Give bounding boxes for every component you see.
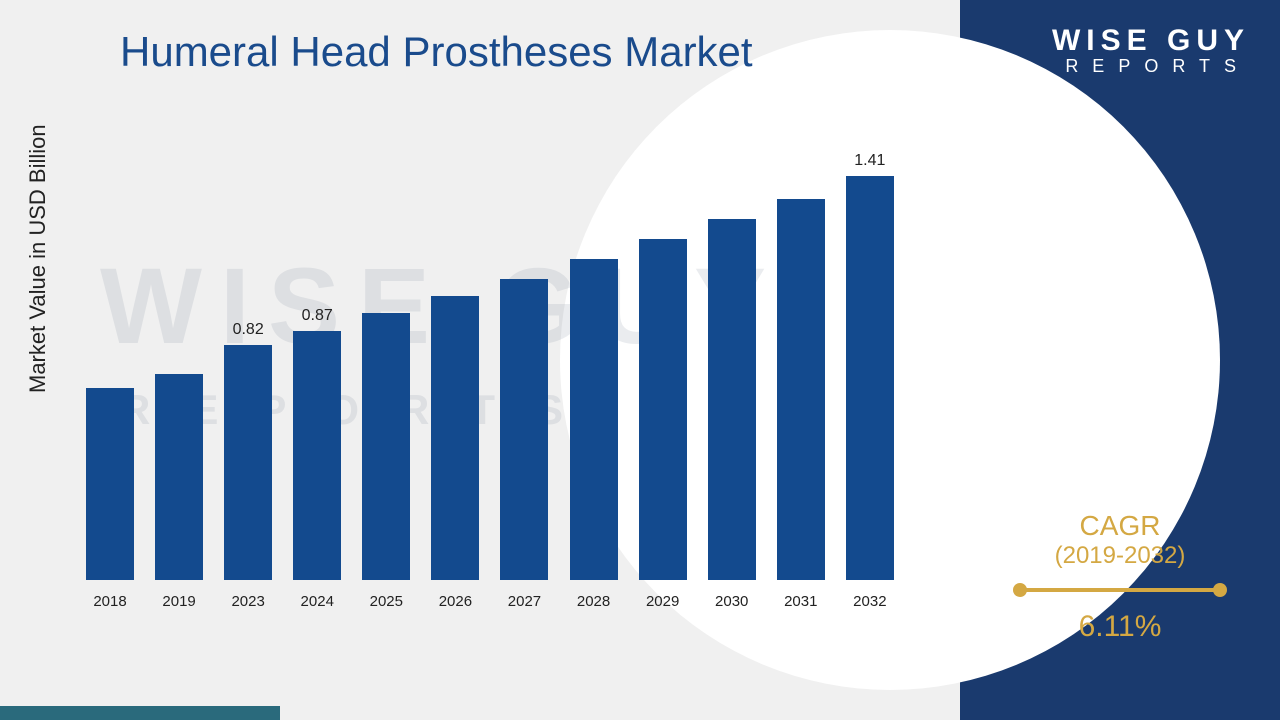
cagr-divider	[1020, 588, 1220, 592]
cagr-box: CAGR (2019-2032) 6.11%	[1000, 510, 1240, 644]
bar	[708, 219, 756, 580]
cagr-period: (2019-2032)	[1000, 542, 1240, 570]
bar-wrap	[356, 289, 416, 580]
x-tick-label: 2031	[771, 593, 831, 610]
y-axis-label: Market Value in USD Billion	[25, 124, 51, 393]
bar	[86, 388, 134, 580]
x-labels: 2018 2019 2023 2024 2025 2026 2027 2028 2029 2030…	[80, 593, 900, 610]
bar	[500, 279, 548, 580]
x-tick-label: 2023	[218, 593, 278, 610]
bar-value-label: 0.82	[233, 321, 264, 341]
x-tick-label: 2018	[80, 593, 140, 610]
logo-line1: WISE GUY	[1052, 24, 1250, 57]
bar	[224, 345, 272, 580]
bar-wrap	[149, 350, 209, 580]
bar-wrap	[702, 195, 762, 580]
bottom-accent-bar	[0, 706, 280, 720]
brand-logo: WISE GUY REPORTS	[1052, 24, 1250, 77]
x-tick-label: 2028	[564, 593, 624, 610]
bars-container: 0.82 0.87 1.41	[80, 150, 900, 580]
bar-wrap: 0.87	[287, 307, 347, 580]
bar-wrap	[425, 272, 485, 580]
x-tick-label: 2026	[425, 593, 485, 610]
x-tick-label: 2032	[840, 593, 900, 610]
bar	[846, 176, 894, 580]
bar	[362, 313, 410, 580]
bar-wrap: 1.41	[840, 152, 900, 580]
x-tick-label: 2025	[356, 593, 416, 610]
chart-title: Humeral Head Prostheses Market	[120, 28, 753, 76]
bar	[431, 296, 479, 580]
bar-wrap: 0.82	[218, 321, 278, 580]
bar-wrap	[633, 215, 693, 580]
bar-value-label: 0.87	[302, 307, 333, 327]
bar	[155, 374, 203, 580]
bar	[293, 331, 341, 580]
x-tick-label: 2027	[494, 593, 554, 610]
cagr-title: CAGR	[1000, 510, 1240, 542]
bar-wrap	[80, 364, 140, 580]
bar	[639, 239, 687, 580]
x-tick-label: 2019	[149, 593, 209, 610]
cagr-value: 6.11%	[1000, 610, 1240, 644]
bar-wrap	[564, 235, 624, 580]
x-tick-label: 2024	[287, 593, 347, 610]
chart-area: 0.82 0.87 1.41 2018 2019 2023 2024 2025 2026 202…	[80, 150, 900, 610]
x-tick-label: 2029	[633, 593, 693, 610]
bar-wrap	[771, 175, 831, 580]
bar	[570, 259, 618, 580]
bar	[777, 199, 825, 580]
bar-value-label: 1.41	[854, 152, 885, 172]
x-tick-label: 2030	[702, 593, 762, 610]
bar-wrap	[494, 255, 554, 580]
logo-line2: REPORTS	[1052, 57, 1250, 77]
